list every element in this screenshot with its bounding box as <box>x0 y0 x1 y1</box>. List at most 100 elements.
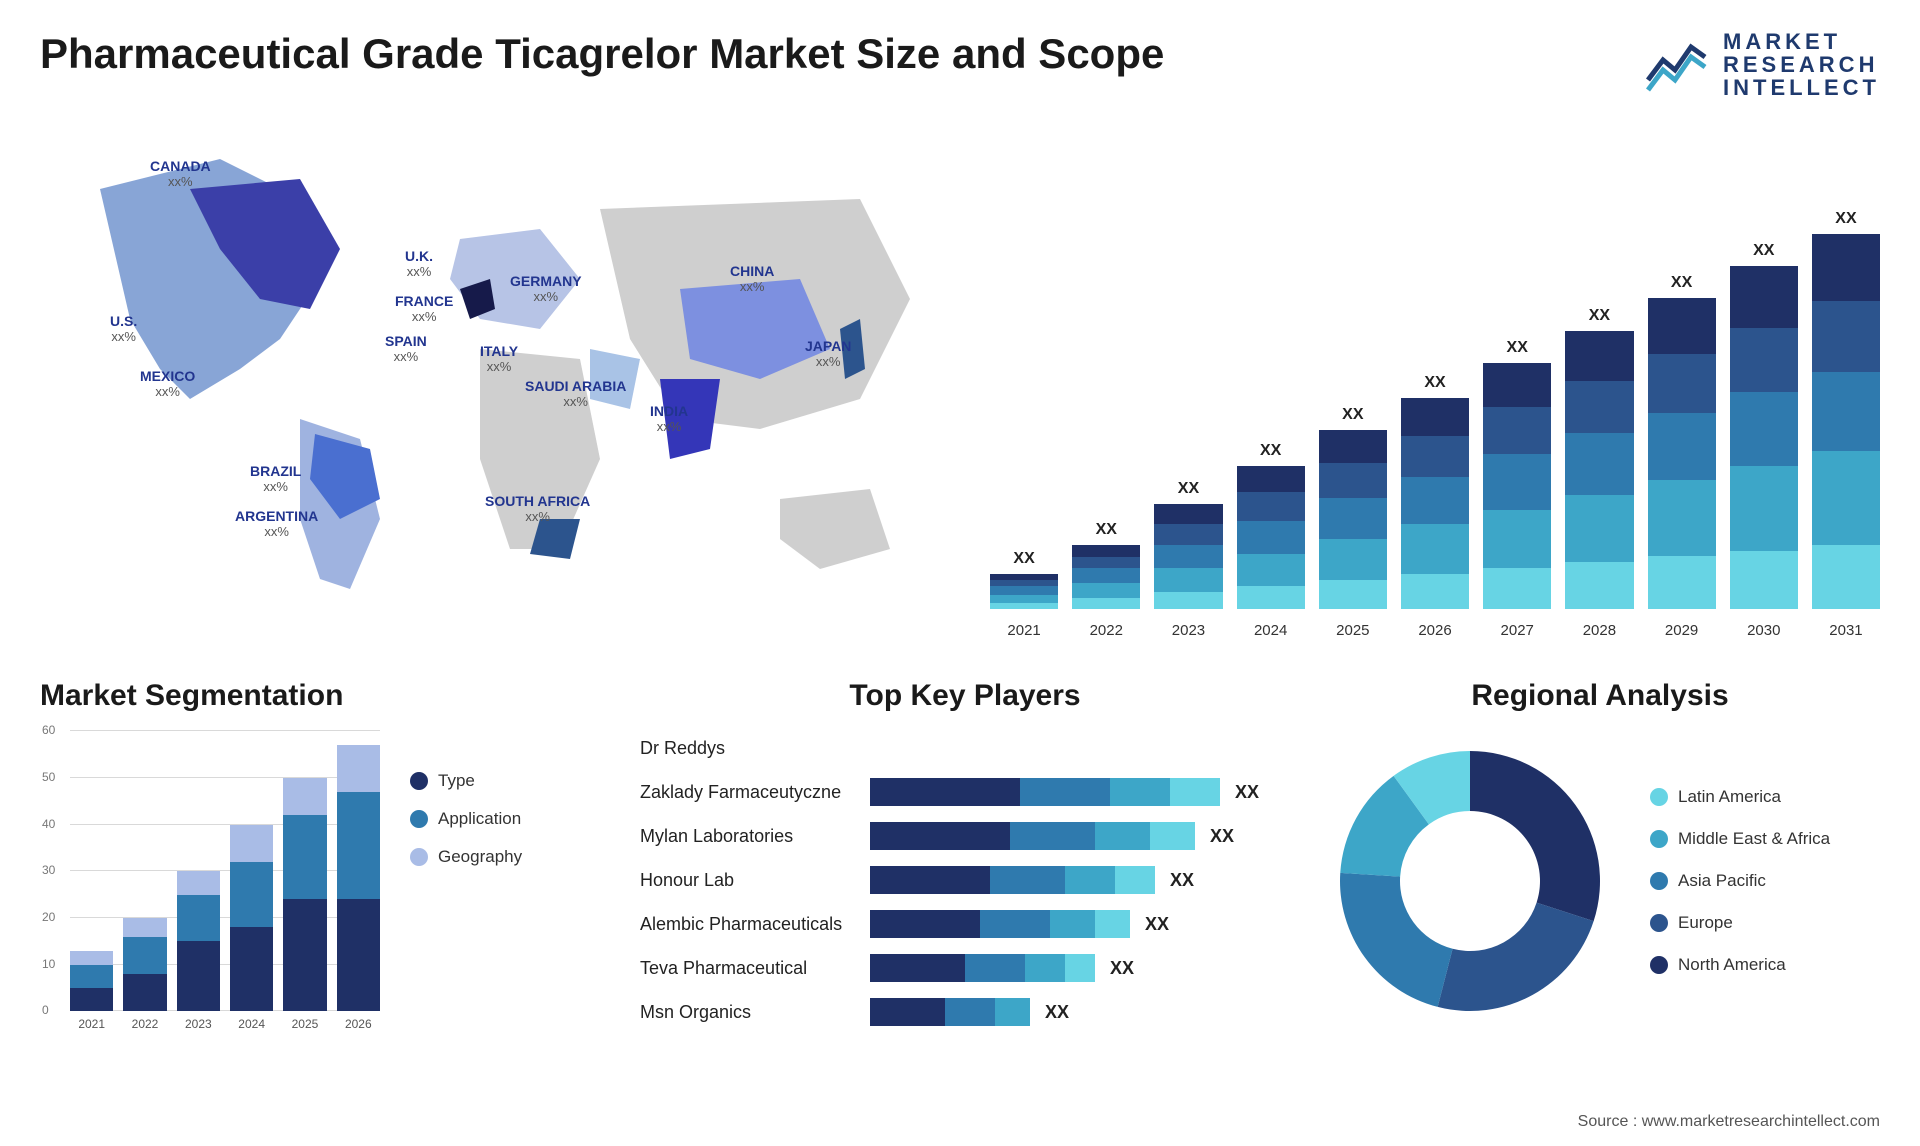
growth-bar-2021: XX <box>990 550 1058 609</box>
regional-legend-item: Europe <box>1650 913 1830 933</box>
growth-year-label: 2028 <box>1565 622 1633 639</box>
player-value: XX <box>1210 826 1234 847</box>
map-label-saudi-arabia: SAUDI ARABIAxx% <box>525 379 626 409</box>
player-value: XX <box>1235 782 1259 803</box>
player-name: Zaklady Farmaceutyczne <box>640 782 870 803</box>
donut-slice <box>1470 751 1600 921</box>
players-chart: Dr ReddysZaklady FarmaceutyczneXXMylan L… <box>640 731 1290 1029</box>
growth-bar-2026: XX <box>1401 374 1469 609</box>
map-label-argentina: ARGENTINAxx% <box>235 509 318 539</box>
player-name: Alembic Pharmaceuticals <box>640 914 870 935</box>
growth-bar-2028: XX <box>1565 307 1633 610</box>
player-value: XX <box>1045 1002 1069 1023</box>
growth-bar-label: XX <box>1342 406 1363 424</box>
seg-bar-2024 <box>230 825 273 1012</box>
players-title: Top Key Players <box>640 679 1290 713</box>
player-name: Dr Reddys <box>640 738 870 759</box>
seg-year-label: 2022 <box>123 1017 166 1031</box>
growth-bar-label: XX <box>1835 210 1856 228</box>
growth-year-label: 2027 <box>1483 622 1551 639</box>
seg-year-label: 2021 <box>70 1017 113 1031</box>
growth-bar-2029: XX <box>1648 274 1716 609</box>
map-label-china: CHINAxx% <box>730 264 774 294</box>
map-label-italy: ITALYxx% <box>480 344 518 374</box>
source-label: Source : www.marketresearchintellect.com <box>1578 1113 1880 1131</box>
player-bar <box>870 866 1155 894</box>
regional-legend-item: Latin America <box>1650 787 1830 807</box>
growth-bar-2025: XX <box>1319 406 1387 609</box>
player-bar <box>870 910 1130 938</box>
regional-title: Regional Analysis <box>1320 679 1880 713</box>
seg-legend-item: Application <box>410 809 522 829</box>
segmentation-chart: 0102030405060 202120222023202420252026 <box>40 731 380 1031</box>
regional-legend: Latin AmericaMiddle East & AfricaAsia Pa… <box>1650 787 1830 975</box>
map-label-south-africa: SOUTH AFRICAxx% <box>485 494 590 524</box>
player-row: Dr Reddys <box>640 731 1290 765</box>
growth-bar-2022: XX <box>1072 521 1140 610</box>
player-row: Teva Pharmaceutical XX <box>640 951 1290 985</box>
regional-legend-item: North America <box>1650 955 1830 975</box>
growth-year-label: 2030 <box>1730 622 1798 639</box>
seg-year-label: 2025 <box>283 1017 326 1031</box>
growth-year-label: 2031 <box>1812 622 1880 639</box>
player-bar <box>870 822 1195 850</box>
brand-logo: MARKET RESEARCH INTELLECT <box>1643 30 1880 99</box>
player-name: Msn Organics <box>640 1002 870 1023</box>
segmentation-title: Market Segmentation <box>40 679 610 713</box>
seg-bar-2022 <box>123 918 166 1011</box>
regional-legend-item: Asia Pacific <box>1650 871 1830 891</box>
map-label-mexico: MEXICOxx% <box>140 369 195 399</box>
player-value: XX <box>1145 914 1169 935</box>
player-name: Teva Pharmaceutical <box>640 958 870 979</box>
growth-bar-label: XX <box>1013 550 1034 568</box>
map-label-germany: GERMANYxx% <box>510 274 582 304</box>
seg-year-label: 2024 <box>230 1017 273 1031</box>
player-row: Zaklady Farmaceutyczne XX <box>640 775 1290 809</box>
logo-line3: INTELLECT <box>1723 76 1880 99</box>
growth-year-label: 2026 <box>1401 622 1469 639</box>
growth-year-label: 2029 <box>1648 622 1716 639</box>
world-map-panel: CANADAxx% U.S.xx%MEXICOxx% BRAZILxx% ARGENT… <box>40 119 960 639</box>
map-label-u-s-: U.S.xx% <box>110 314 137 344</box>
donut-slice <box>1438 903 1594 1011</box>
map-label-india: INDIAxx% <box>650 404 688 434</box>
seg-year-label: 2023 <box>177 1017 220 1031</box>
player-name: Honour Lab <box>640 870 870 891</box>
growth-bar-label: XX <box>1096 521 1117 539</box>
map-label-brazil: BRAZILxx% <box>250 464 301 494</box>
growth-chart-panel: XXXXXXXXXXXXXXXXXXXXXX 20212022202320242… <box>990 119 1880 639</box>
growth-bar-2024: XX <box>1237 442 1305 610</box>
player-bar <box>870 998 1030 1026</box>
growth-year-label: 2021 <box>990 622 1058 639</box>
logo-icon <box>1643 35 1713 95</box>
growth-bar-label: XX <box>1507 339 1528 357</box>
growth-bar-2030: XX <box>1730 242 1798 609</box>
growth-bar-label: XX <box>1424 374 1445 392</box>
growth-bar-2023: XX <box>1154 480 1222 610</box>
player-name: Mylan Laboratories <box>640 826 870 847</box>
map-label-japan: JAPANxx% <box>805 339 851 369</box>
growth-bar-label: XX <box>1260 442 1281 460</box>
page-title: Pharmaceutical Grade Ticagrelor Market S… <box>40 30 1164 78</box>
map-label-spain: SPAINxx% <box>385 334 427 364</box>
seg-bar-2025 <box>283 778 326 1011</box>
player-value: XX <box>1110 958 1134 979</box>
player-row: Mylan Laboratories XX <box>640 819 1290 853</box>
map-label-u-k-: U.K.xx% <box>405 249 433 279</box>
logo-line2: RESEARCH <box>1723 53 1880 76</box>
growth-year-label: 2024 <box>1237 622 1305 639</box>
donut-slice <box>1340 873 1453 1007</box>
seg-bar-2021 <box>70 951 113 1012</box>
seg-bar-2026 <box>337 745 380 1011</box>
growth-year-label: 2022 <box>1072 622 1140 639</box>
seg-year-label: 2026 <box>337 1017 380 1031</box>
player-row: Honour LabXX <box>640 863 1290 897</box>
map-label-france: FRANCExx% <box>395 294 453 324</box>
logo-line1: MARKET <box>1723 30 1880 53</box>
growth-bar-label: XX <box>1753 242 1774 260</box>
growth-year-label: 2025 <box>1319 622 1387 639</box>
map-label-canada: CANADAxx% <box>150 159 211 189</box>
growth-bar-2031: XX <box>1812 210 1880 609</box>
growth-year-label: 2023 <box>1154 622 1222 639</box>
seg-legend-item: Type <box>410 771 522 791</box>
